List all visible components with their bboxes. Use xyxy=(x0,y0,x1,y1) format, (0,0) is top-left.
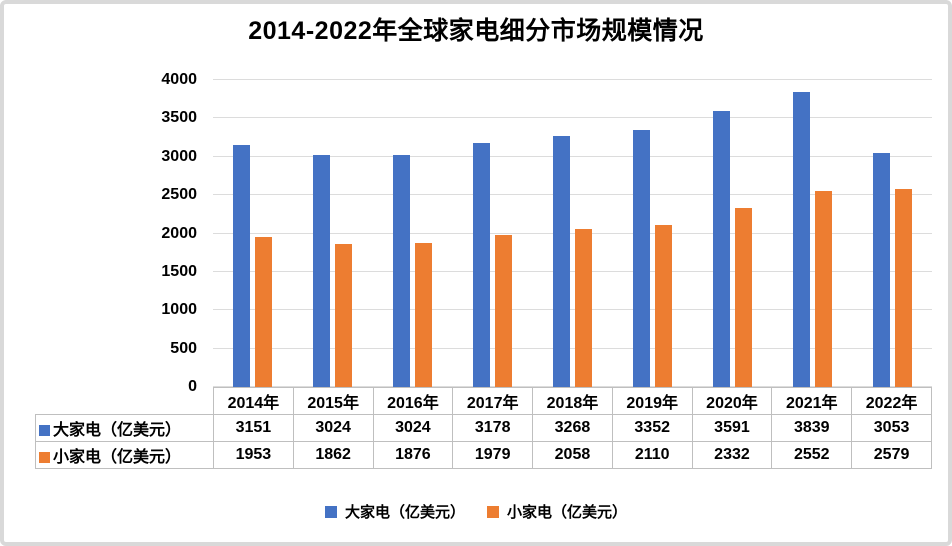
bar-group-2014年 xyxy=(213,80,293,387)
y-axis-label: 1000 xyxy=(161,301,197,319)
gridline xyxy=(213,347,932,349)
chart-plot-region: 0 500 1000 1500 2000 2500 3000 3500 4000 xyxy=(35,72,932,395)
bar-小家电（亿美元）-2019年 xyxy=(654,225,672,387)
bar-小家电（亿美元）-2015年 xyxy=(335,244,353,387)
chart-legend: 大家电（亿美元） 小家电（亿美元） xyxy=(4,501,948,522)
bar-小家电（亿美元）-2014年 xyxy=(255,237,273,387)
year-header-cell: 2022年 xyxy=(851,387,932,415)
gridline xyxy=(213,232,932,234)
value-cell: 3591 xyxy=(691,414,773,442)
gridline xyxy=(213,117,932,119)
year-header-cell: 2015年 xyxy=(292,387,374,415)
table-row: 小家电（亿美元） 1953 1862 1876 1979 2058 2110 2332 2552… xyxy=(35,441,932,469)
bar-大家电（亿美元）-2022年 xyxy=(872,152,890,387)
series-label-text: 大家电（亿美元） xyxy=(53,422,182,439)
legend-swatch-icon xyxy=(324,505,337,518)
bar-小家电（亿美元）-2022年 xyxy=(894,189,912,387)
value-cell: 3839 xyxy=(771,414,853,442)
year-header-cell: 2019年 xyxy=(611,387,693,415)
y-axis-label: 2000 xyxy=(161,224,197,242)
y-axis: 0 500 1000 1500 2000 2500 3000 3500 4000 xyxy=(35,72,213,395)
y-axis-label: 1500 xyxy=(161,262,197,280)
y-axis-label: 4000 xyxy=(161,71,197,88)
year-header-cell: 2017年 xyxy=(452,387,534,415)
value-cell: 3352 xyxy=(611,414,693,442)
gridline xyxy=(213,155,932,157)
value-cell: 3178 xyxy=(452,414,534,442)
bar-group-2017年 xyxy=(453,80,533,387)
series-label-cell: 小家电（亿美元） xyxy=(35,441,214,469)
year-header-cell: 2018年 xyxy=(532,387,613,415)
table-body: 2014年 2015年 2016年 2017年 2018年 2019年 2020年 2021年… xyxy=(35,387,932,469)
value-cell: 2579 xyxy=(851,441,932,469)
y-axis-label: 3500 xyxy=(161,109,197,127)
value-cell: 1876 xyxy=(372,441,454,469)
bar-group-2019年 xyxy=(612,80,692,387)
year-header-cell: 2021年 xyxy=(771,387,853,415)
bar-大家电（亿美元）-2014年 xyxy=(233,145,251,387)
value-cell: 2552 xyxy=(771,441,853,469)
value-cell: 3151 xyxy=(213,414,294,442)
series-label-cell: 大家电（亿美元） xyxy=(35,414,214,442)
table-corner-cell xyxy=(36,388,214,415)
bar-大家电（亿美元）-2021年 xyxy=(792,92,810,387)
y-axis-label: 500 xyxy=(170,339,197,357)
bar-group-2015年 xyxy=(293,80,373,387)
data-table: 2014年 2015年 2016年 2017年 2018年 2019年 2020年 2021年… xyxy=(35,387,932,469)
value-cell: 3268 xyxy=(532,414,613,442)
value-cell: 2058 xyxy=(532,441,613,469)
bar-小家电（亿美元）-2018年 xyxy=(575,229,592,387)
bar-小家电（亿美元）-2016年 xyxy=(415,243,433,387)
year-header-cell: 2020年 xyxy=(691,387,773,415)
table-header-row: 2014年 2015年 2016年 2017年 2018年 2019年 2020年 2021年… xyxy=(36,387,932,415)
bar-小家电（亿美元）-2021年 xyxy=(814,191,832,387)
series-swatch-icon xyxy=(39,452,50,463)
y-axis-label: 2500 xyxy=(161,186,197,204)
value-cell: 3024 xyxy=(372,414,454,442)
y-axis-label: 0 xyxy=(188,378,197,395)
gridline xyxy=(213,270,932,272)
gridline xyxy=(213,194,932,196)
legend-label: 小家电（亿美元） xyxy=(507,504,628,521)
bar-大家电（亿美元）-2015年 xyxy=(313,154,331,387)
series-swatch-icon xyxy=(39,425,50,436)
gridline xyxy=(213,386,932,387)
bar-group-2018年 xyxy=(533,80,613,387)
legend-item: 小家电（亿美元） xyxy=(487,501,627,522)
series-label-text: 小家电（亿美元） xyxy=(53,449,182,466)
value-cell: 1979 xyxy=(452,441,534,469)
value-cell: 3053 xyxy=(851,414,932,442)
plot-area xyxy=(213,79,932,387)
gridline xyxy=(213,309,932,311)
legend-item: 大家电（亿美元） xyxy=(324,501,465,522)
legend-swatch-icon xyxy=(487,505,499,518)
bar-大家电（亿美元）-2020年 xyxy=(712,111,730,387)
table-row: 大家电（亿美元） 3151 3024 3024 3178 3268 3352 3591 3839… xyxy=(35,414,932,442)
bar-group-2020年 xyxy=(692,80,772,387)
bar-小家电（亿美元）-2017年 xyxy=(495,235,513,387)
value-cell: 1862 xyxy=(292,441,374,469)
bar-小家电（亿美元）-2020年 xyxy=(734,208,752,387)
y-axis-label: 3000 xyxy=(161,147,197,165)
bar-大家电（亿美元）-2018年 xyxy=(553,136,570,387)
value-cell: 1953 xyxy=(213,441,294,469)
value-cell: 2332 xyxy=(691,441,773,469)
value-cell: 2110 xyxy=(611,441,693,469)
year-header-cell: 2014年 xyxy=(213,387,294,415)
value-cell: 3024 xyxy=(292,414,374,442)
chart-title: 2014-2022年全球家电细分市场规模情况 xyxy=(248,17,704,45)
bar-大家电（亿美元）-2017年 xyxy=(473,143,491,387)
bar-group-2022年 xyxy=(852,80,932,387)
bar-group-2021年 xyxy=(772,80,852,387)
bar-group-2016年 xyxy=(373,80,453,387)
bar-大家电（亿美元）-2016年 xyxy=(393,154,411,387)
bar-大家电（亿美元）-2019年 xyxy=(632,129,650,387)
legend-label: 大家电（亿美元） xyxy=(344,504,465,521)
year-header-cell: 2016年 xyxy=(372,387,454,415)
gridline xyxy=(213,79,932,80)
